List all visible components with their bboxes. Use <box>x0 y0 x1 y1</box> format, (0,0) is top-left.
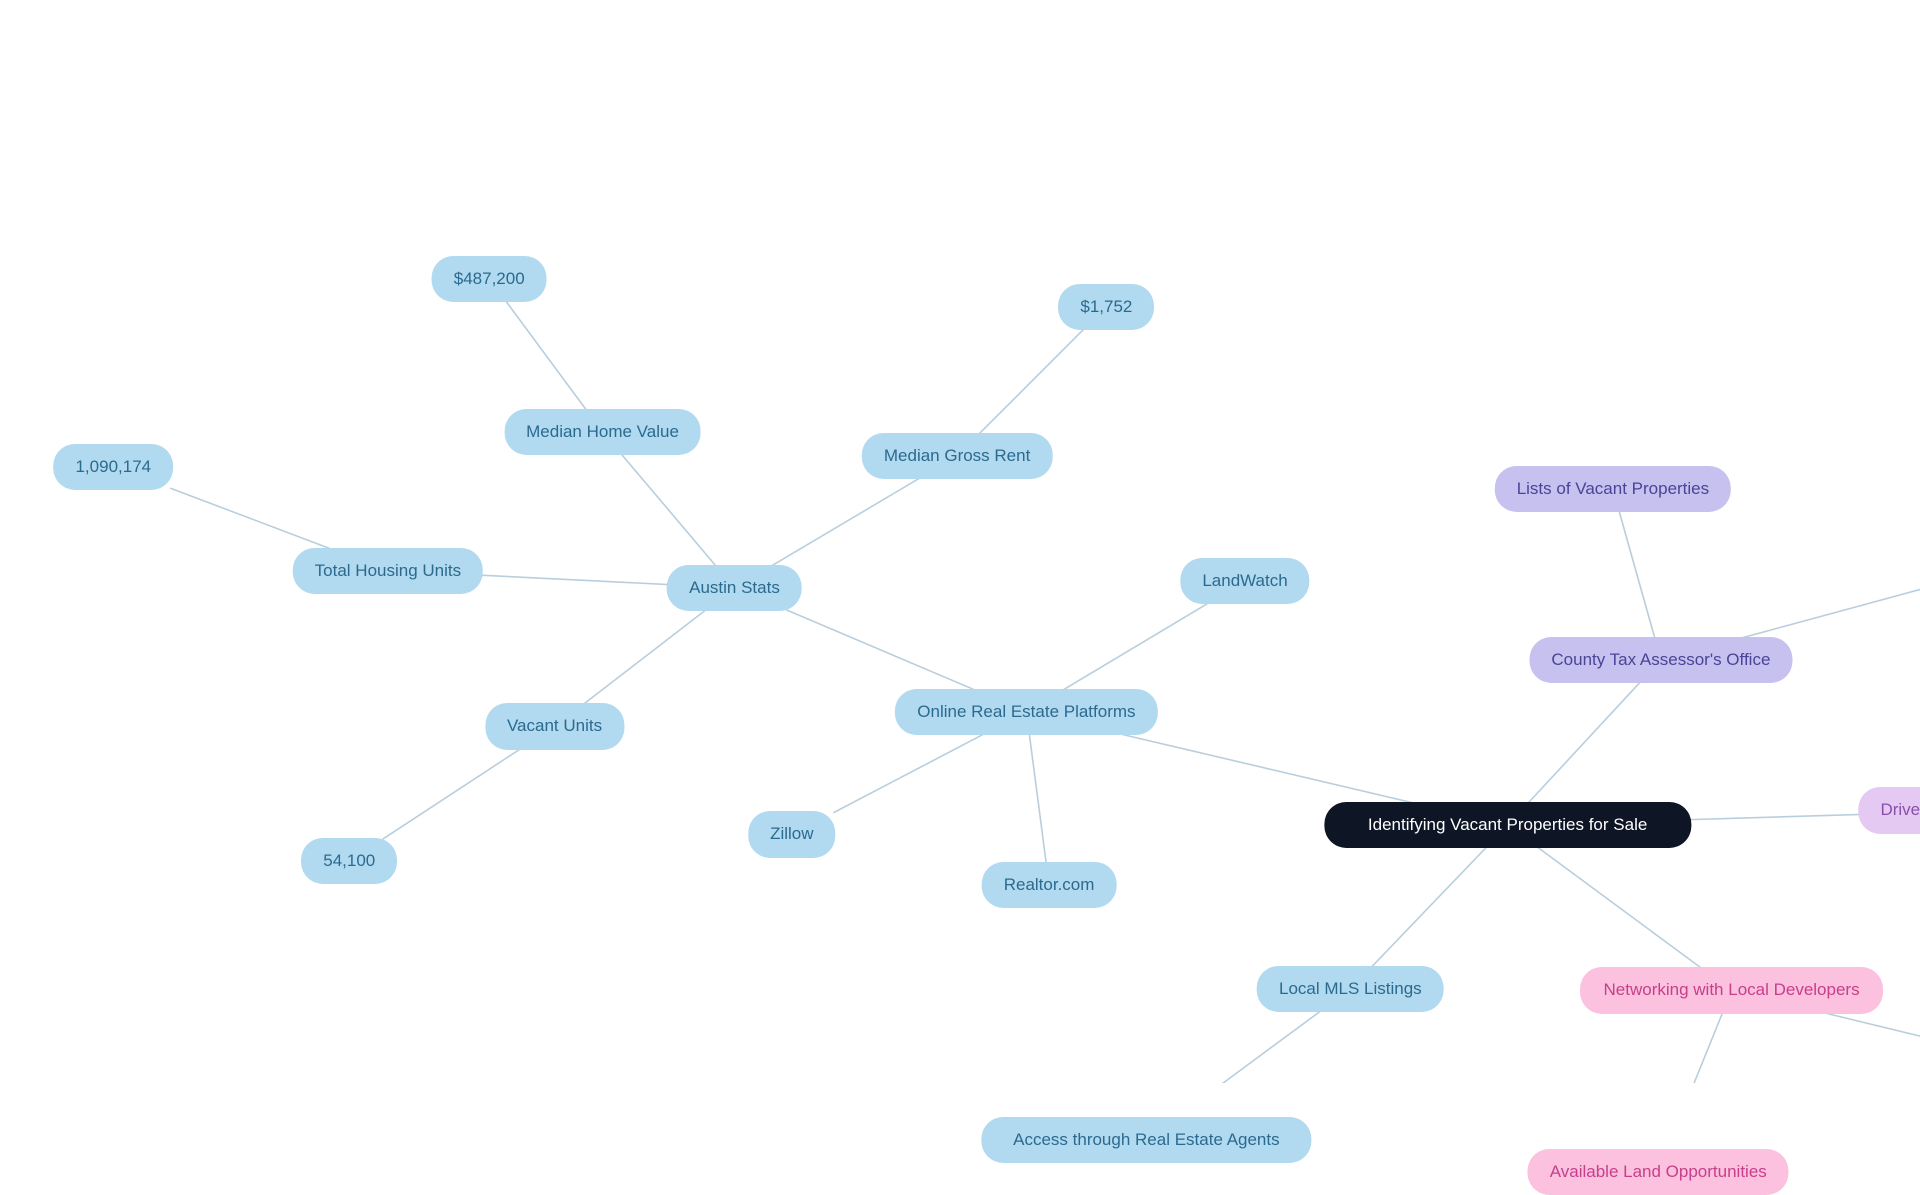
node-land: Available Land Opportunities <box>1528 1149 1789 1195</box>
edge <box>1119 734 1414 804</box>
node-platforms: Online Real Estate Platforms <box>895 689 1157 735</box>
edge <box>1682 814 1865 820</box>
edge <box>1742 572 1920 638</box>
node-austin: Austin Stats <box>667 565 802 611</box>
mindmap-canvas: Identifying Vacant Properties for Sale On… <box>0 0 1920 1083</box>
node-drive: Drive Through Neighborhoods <box>1858 787 1920 833</box>
node-thu_val: 1,090,174 <box>53 444 173 490</box>
node-realtor: Realtor.com <box>982 862 1117 908</box>
node-vacant_list: Lists of Vacant Properties <box>1495 466 1731 512</box>
edge <box>1371 847 1486 967</box>
edge <box>170 488 330 549</box>
edge <box>1822 1012 1920 1071</box>
edge <box>833 734 984 813</box>
edge <box>1537 847 1702 969</box>
edge <box>1176 1011 1321 1083</box>
node-mhv: Median Home Value <box>504 409 701 455</box>
node-zillow: Zillow <box>748 811 835 857</box>
node-tax: County Tax Assessor's Office <box>1529 637 1792 683</box>
node-mgr: Median Gross Rent <box>862 433 1052 479</box>
edge <box>1029 734 1046 864</box>
edge-layer <box>0 0 1920 1083</box>
edge <box>771 478 920 566</box>
node-network: Networking with Local Developers <box>1580 967 1884 1013</box>
node-mgr_val: $1,752 <box>1058 284 1154 330</box>
edge <box>1667 1012 1723 1083</box>
node-thu: Total Housing Units <box>293 547 483 593</box>
edge <box>1619 511 1655 638</box>
edge <box>979 328 1085 434</box>
node-vu_val: 54,100 <box>301 838 397 884</box>
edge <box>478 575 670 585</box>
edge <box>383 748 522 839</box>
edge <box>583 610 706 705</box>
node-landwatch: LandWatch <box>1180 558 1309 604</box>
edge <box>1528 682 1641 804</box>
edge <box>1063 603 1208 690</box>
node-mhv_val: $487,200 <box>432 256 547 302</box>
node-mls: Local MLS Listings <box>1257 966 1444 1012</box>
edge <box>621 454 716 566</box>
edge <box>786 610 975 690</box>
node-root: Identifying Vacant Properties for Sale <box>1324 802 1691 848</box>
edge <box>505 300 586 410</box>
node-vu: Vacant Units <box>485 703 624 749</box>
node-agents: Access through Real Estate Agents <box>982 1117 1311 1163</box>
